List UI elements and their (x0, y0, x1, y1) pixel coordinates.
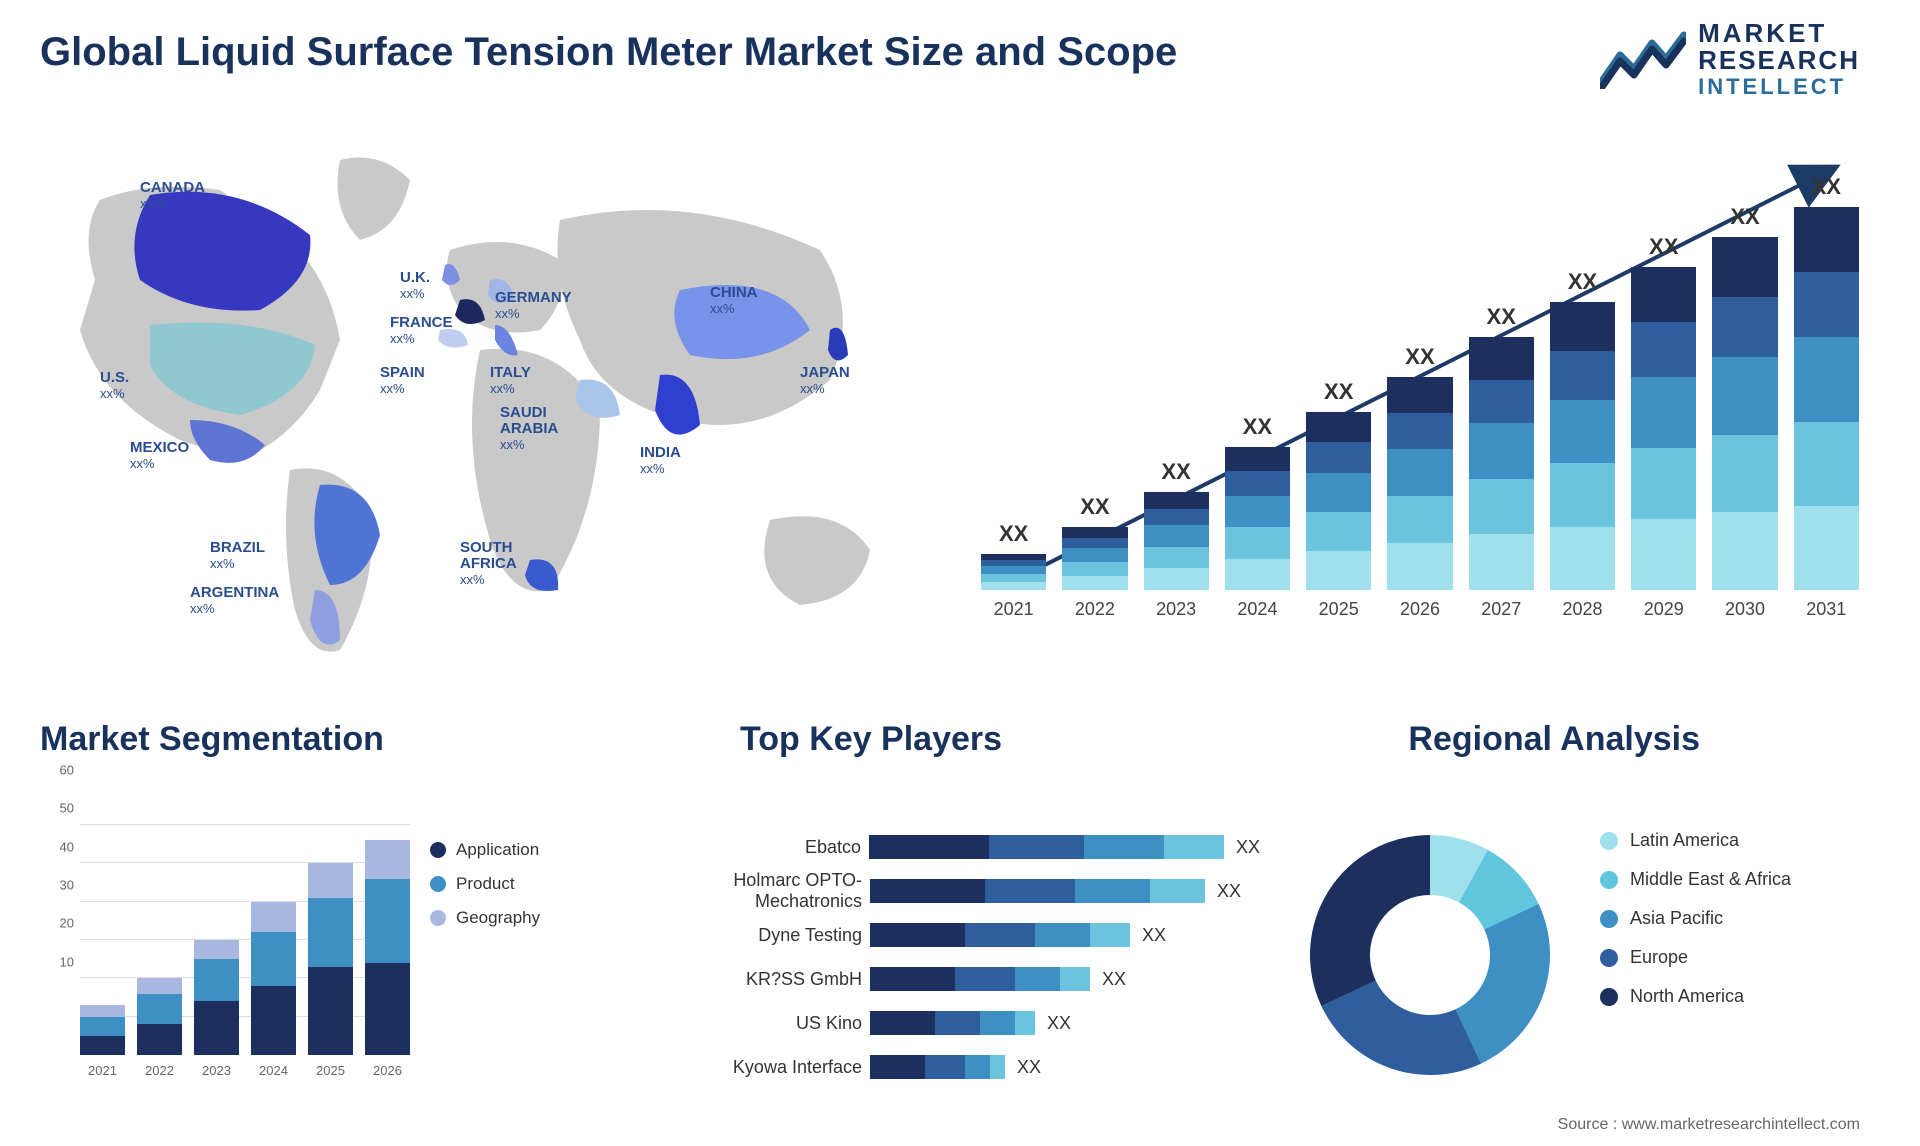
legend-item: Geography (430, 908, 540, 928)
map-label: SOUTHAFRICAxx% (460, 540, 517, 587)
players-chart: EbatcoXX Holmarc OPTO-MechatronicsXX Dyne … (640, 770, 1260, 1100)
growth-bar: XX2027 (1468, 304, 1535, 620)
logo-text-2: RESEARCH (1698, 47, 1860, 74)
segmentation-bar (251, 902, 296, 1055)
segmentation-bar (137, 978, 182, 1055)
player-row: Dyne TestingXX (640, 918, 1260, 952)
legend-item: Asia Pacific (1600, 908, 1791, 929)
growth-bar: XX2031 (1793, 174, 1860, 620)
legend-item: Latin America (1600, 830, 1791, 851)
legend-item: North America (1600, 986, 1791, 1007)
growth-bar: XX2023 (1143, 459, 1210, 620)
map-label: U.S.xx% (100, 370, 129, 402)
player-row: US KinoXX (640, 1006, 1260, 1040)
legend-item: Middle East & Africa (1600, 869, 1791, 890)
map-label: CHINAxx% (710, 285, 758, 317)
donut-chart (1300, 825, 1560, 1085)
legend-item: Europe (1600, 947, 1791, 968)
legend-item: Product (430, 874, 540, 894)
segmentation-bar (194, 940, 239, 1055)
growth-chart: XX2021XX2022XX2023XX2024XX2025XX2026XX20… (980, 140, 1860, 660)
segmentation-heading: Market Segmentation (40, 720, 384, 759)
players-heading: Top Key Players (740, 720, 1002, 759)
world-map: CANADAxx% U.S.xx% MEXICOxx% BRAZILxx% ARGENT… (40, 140, 920, 680)
player-row: EbatcoXX (640, 830, 1260, 864)
map-label: MEXICOxx% (130, 440, 189, 472)
logo-text-1: MARKET (1698, 20, 1860, 47)
regional-chart: Latin America Middle East & Africa Asia Pa… (1280, 770, 1860, 1100)
growth-bar: XX2026 (1386, 344, 1453, 620)
segmentation-bar (80, 1005, 125, 1055)
growth-bar: XX2022 (1061, 494, 1128, 620)
map-label: SAUDIARABIAxx% (500, 405, 558, 452)
map-label: ARGENTINAxx% (190, 585, 279, 617)
segmentation-bar (365, 840, 410, 1055)
map-label: FRANCExx% (390, 315, 453, 347)
map-label: JAPANxx% (800, 365, 850, 397)
map-label: U.K.xx% (400, 270, 430, 302)
growth-bar: XX2024 (1224, 414, 1291, 620)
world-map-svg (40, 140, 920, 680)
map-label: SPAINxx% (380, 365, 425, 397)
logo-text-3: INTELLECT (1698, 75, 1860, 98)
legend-item: Application (430, 840, 540, 860)
growth-bar: XX2028 (1549, 269, 1616, 620)
growth-bar: XX2025 (1305, 379, 1372, 620)
growth-bar: XX2029 (1630, 234, 1697, 620)
player-row: KR?SS GmbHXX (640, 962, 1260, 996)
map-label: ITALYxx% (490, 365, 531, 397)
brand-logo: MARKET RESEARCH INTELLECT (1600, 20, 1860, 98)
source-text: Source : www.marketresearchintellect.com (1558, 1116, 1860, 1134)
growth-bar: XX2030 (1711, 204, 1778, 620)
donut-slice (1310, 835, 1430, 1006)
map-label: INDIAxx% (640, 445, 681, 477)
map-label: BRAZILxx% (210, 540, 265, 572)
logo-mark-icon (1600, 29, 1686, 89)
map-label: CANADAxx% (140, 180, 205, 212)
map-label: GERMANYxx% (495, 290, 572, 322)
regional-heading: Regional Analysis (1408, 720, 1700, 759)
growth-bar: XX2021 (980, 521, 1047, 620)
page-title: Global Liquid Surface Tension Meter Mark… (40, 30, 1177, 75)
segmentation-bar (308, 863, 353, 1055)
player-row: Holmarc OPTO-MechatronicsXX (640, 874, 1260, 908)
player-row: Kyowa InterfaceXX (640, 1050, 1260, 1084)
segmentation-chart: 102030405060 202120222023202420252026 Ap… (40, 770, 560, 1090)
